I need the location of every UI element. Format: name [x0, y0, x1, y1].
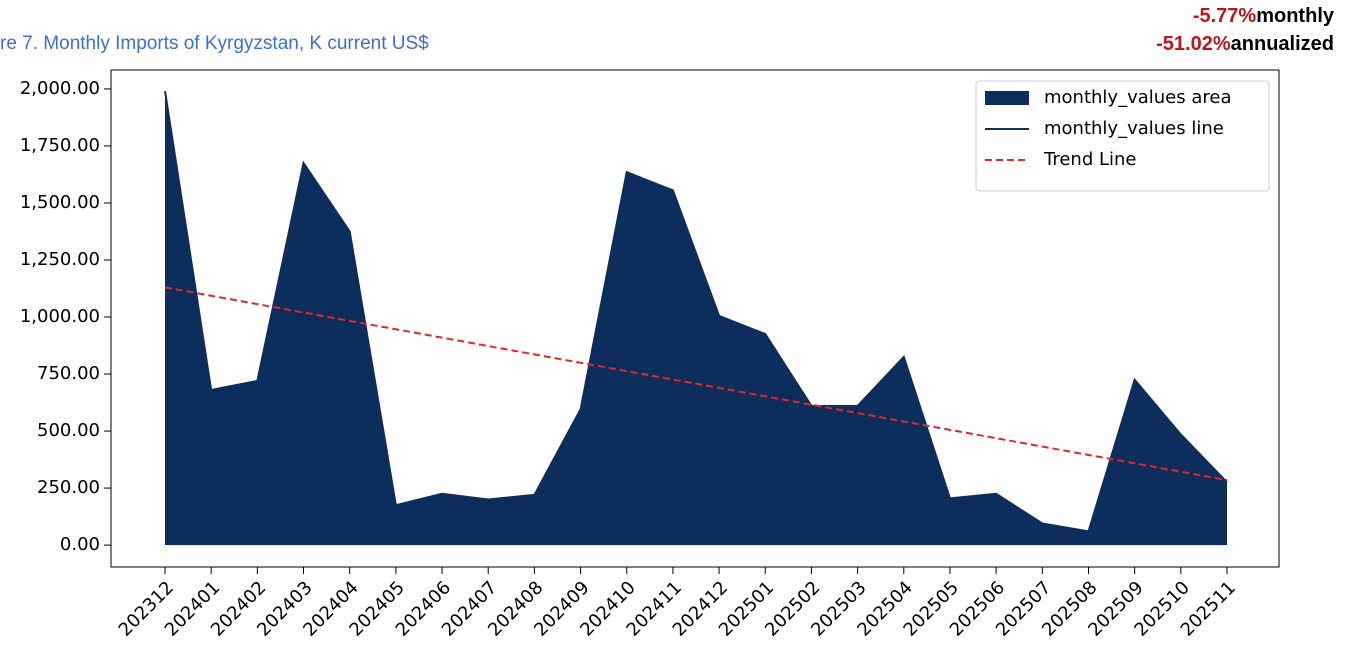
annotation-label: annualized: [1231, 33, 1334, 55]
legend-label: monthly_values line: [1044, 118, 1224, 139]
y-tick-label: 1,250.00: [20, 249, 100, 270]
legend-label: Trend Line: [1043, 149, 1137, 170]
y-tick-label: 1,750.00: [20, 135, 100, 156]
y-tick-label: 0.00: [60, 534, 100, 555]
legend-swatch: [985, 91, 1029, 105]
legend-box: [975, 80, 1270, 192]
trend-line: [164, 286, 1228, 482]
plot-frame: [110, 69, 1280, 568]
y-tick-label: 1,500.00: [20, 192, 100, 213]
y-tick-label: 2,000.00: [20, 78, 100, 99]
annotation-value: -51.02%: [1156, 33, 1231, 55]
annotation: -51.02%annualized: [1156, 33, 1334, 55]
legend-label: monthly_values area: [1044, 87, 1231, 108]
annotation-value: -5.77%: [1193, 5, 1257, 27]
line: [164, 91, 1228, 533]
y-tick-label: 500.00: [37, 420, 100, 441]
annotation: -5.77%monthly: [1193, 5, 1335, 27]
area: [165, 91, 1227, 546]
annotation-label: monthly: [1256, 5, 1335, 27]
y-tick-label: 750.00: [37, 363, 100, 384]
chart-title: re 7. Monthly Imports of Kyrgyzstan, K c…: [0, 33, 429, 54]
y-tick-label: 250.00: [37, 477, 100, 498]
y-tick-label: 1,000.00: [20, 306, 100, 327]
